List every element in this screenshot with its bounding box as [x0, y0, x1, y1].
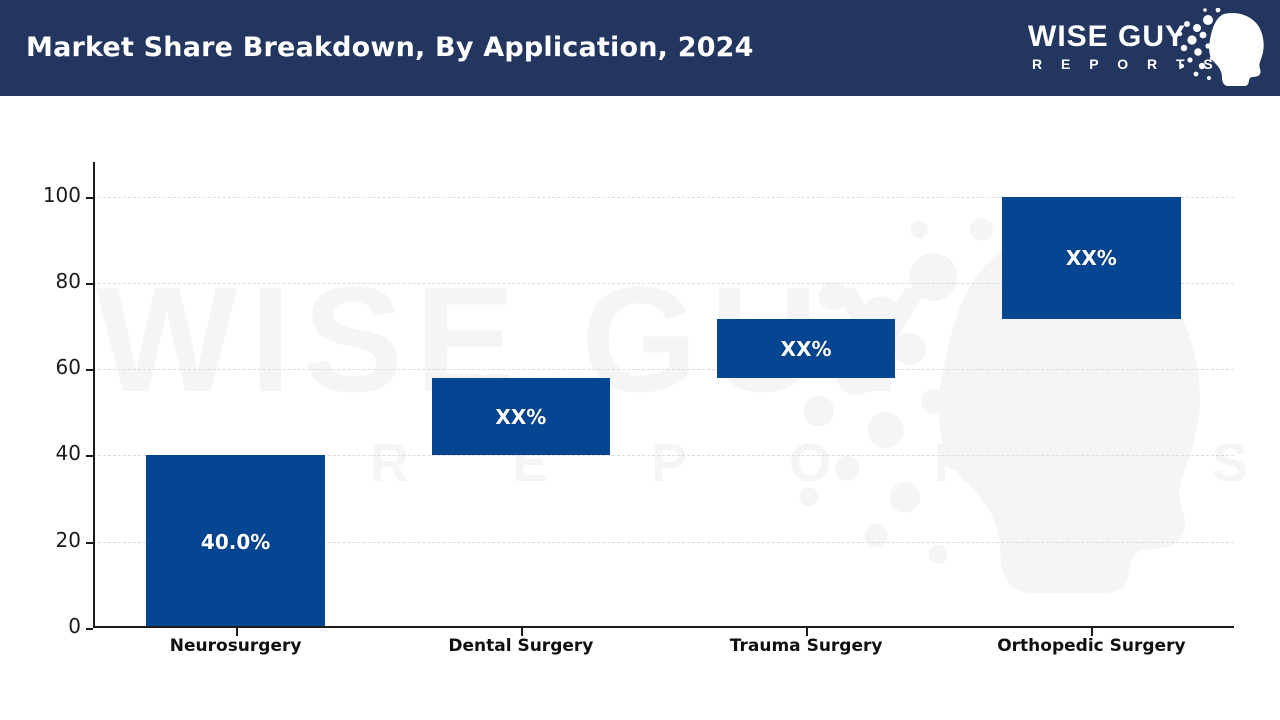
- plot-area: 40.0% XX% XX% XX% 0 20 40 60 80 100 Neurosurgery…: [43, 162, 1234, 656]
- y-tick-mark: [86, 541, 93, 544]
- page-title: Market Share Breakdown, By Application, …: [26, 32, 754, 63]
- x-tick-mark: [235, 628, 238, 636]
- gridline: [93, 455, 1234, 457]
- bar[interactable]: 40.0%: [146, 455, 325, 628]
- y-tick-mark: [86, 196, 93, 199]
- y-tick-mark: [86, 628, 93, 630]
- brand-subwordmark: R E P O R T S: [1032, 56, 1221, 72]
- y-tick-label: 100: [42, 182, 81, 207]
- bar-value-label: XX%: [1065, 246, 1117, 270]
- brand-wordmark: WISE GUY: [1028, 20, 1187, 53]
- y-tick-mark: [86, 282, 93, 285]
- bar-value-label: XX%: [495, 404, 547, 429]
- x-tick-mark: [1091, 628, 1094, 636]
- y-tick-label: 20: [55, 527, 81, 552]
- chart-canvas: WISE GUY R E P O R T S: [0, 96, 1280, 720]
- x-tick-mark: [806, 628, 809, 636]
- gridline: [93, 282, 1234, 284]
- brand-logo: WISE GUY R E P O R T S: [1016, 6, 1274, 90]
- x-tick-label: Dental Surgery: [448, 636, 594, 656]
- y-tick-label: 60: [55, 355, 81, 380]
- bar[interactable]: XX%: [431, 377, 611, 456]
- bar-value-label: XX%: [780, 336, 832, 361]
- gridline: [93, 369, 1234, 371]
- y-tick-label: 40: [55, 441, 81, 466]
- x-axis-line: [93, 626, 1234, 628]
- page-header: Market Share Breakdown, By Application, …: [0, 0, 1280, 96]
- gridline: [93, 196, 1234, 198]
- bar[interactable]: XX%: [716, 319, 896, 378]
- y-axis-line: [93, 162, 95, 628]
- y-tick-label: 80: [55, 268, 81, 293]
- bar[interactable]: XX%: [1002, 196, 1181, 320]
- x-tick-label: Neurosurgery: [169, 636, 302, 656]
- x-tick-label: Orthopedic Surgery: [997, 636, 1186, 656]
- gridline: [93, 541, 1234, 543]
- y-tick-mark: [86, 369, 93, 372]
- bar-value-label: 40.0%: [200, 529, 271, 554]
- y-tick-label: 0: [68, 614, 81, 638]
- x-tick-label: Trauma Surgery: [729, 636, 883, 656]
- x-tick-mark: [520, 628, 523, 636]
- dotted-head-profile-icon: [1178, 8, 1264, 86]
- y-tick-mark: [86, 455, 93, 458]
